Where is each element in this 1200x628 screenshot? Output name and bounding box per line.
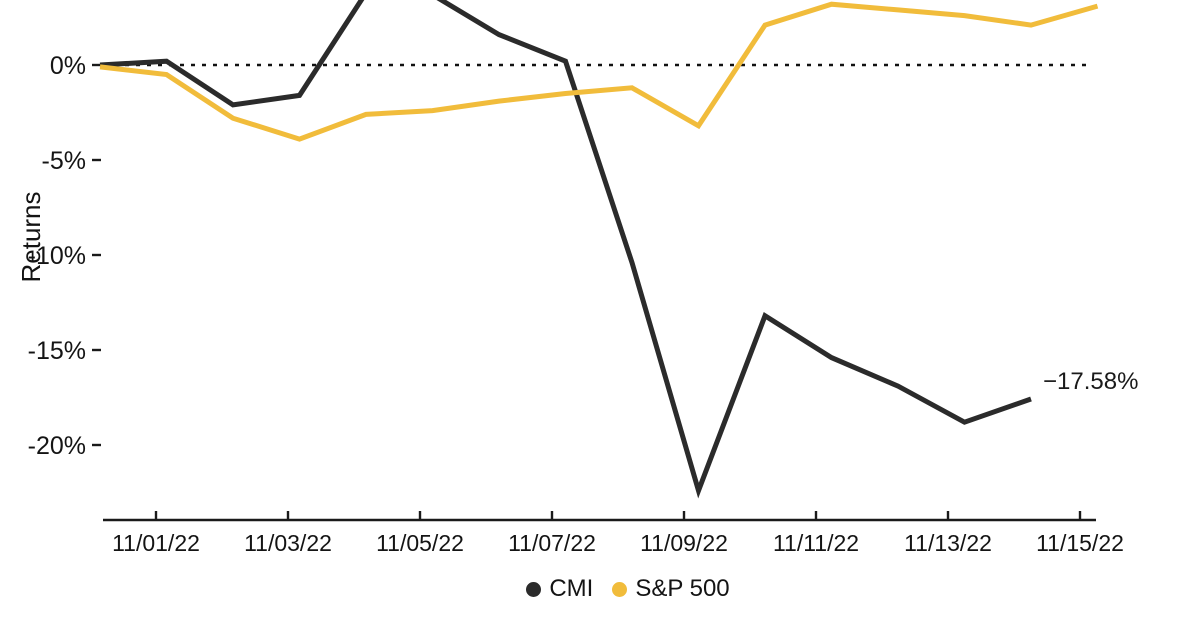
sp500-series-label: S&P 500 <box>635 575 730 602</box>
x-tick-label: 11/03/22 <box>244 530 332 556</box>
x-tick-label: 11/11/22 <box>773 530 859 556</box>
series-line-cmi <box>99 0 1032 499</box>
y-tick-label: -20% <box>28 432 86 460</box>
y-tick-label: 0% <box>50 52 86 80</box>
legend-item-sp500: S&P 500 <box>612 575 730 603</box>
y-axis: 0% -5% -10% -15% -20% <box>28 52 101 460</box>
y-tick-label: -15% <box>28 337 86 365</box>
series-line-sp500 <box>99 1 1099 142</box>
sp500-series-marker-icon <box>612 581 628 597</box>
x-tick-label: 11/15/22 <box>1036 530 1124 556</box>
chart-legend: CMI S&P 500 <box>0 575 1200 603</box>
series-lines <box>99 0 1099 499</box>
legend-item-cmi: CMI <box>526 575 593 603</box>
x-axis: 11/01/22 11/03/22 11/05/22 11/07/22 11/09/22… <box>112 511 1124 556</box>
cmi-series-label: CMI <box>549 575 594 602</box>
cmi-final-return-annotation: −17.58% <box>1043 368 1138 395</box>
y-tick-label: -10% <box>28 242 86 270</box>
y-axis-title: Returns <box>16 191 46 282</box>
x-tick-label: 11/01/22 <box>112 530 200 556</box>
cmi-series-marker-icon <box>526 581 542 597</box>
x-tick-label: 11/05/22 <box>376 530 464 556</box>
x-tick-label: 11/13/22 <box>904 530 992 556</box>
x-tick-label: 11/09/22 <box>640 530 728 556</box>
x-tick-label: 11/07/22 <box>508 530 596 556</box>
y-tick-label: -5% <box>42 147 86 175</box>
